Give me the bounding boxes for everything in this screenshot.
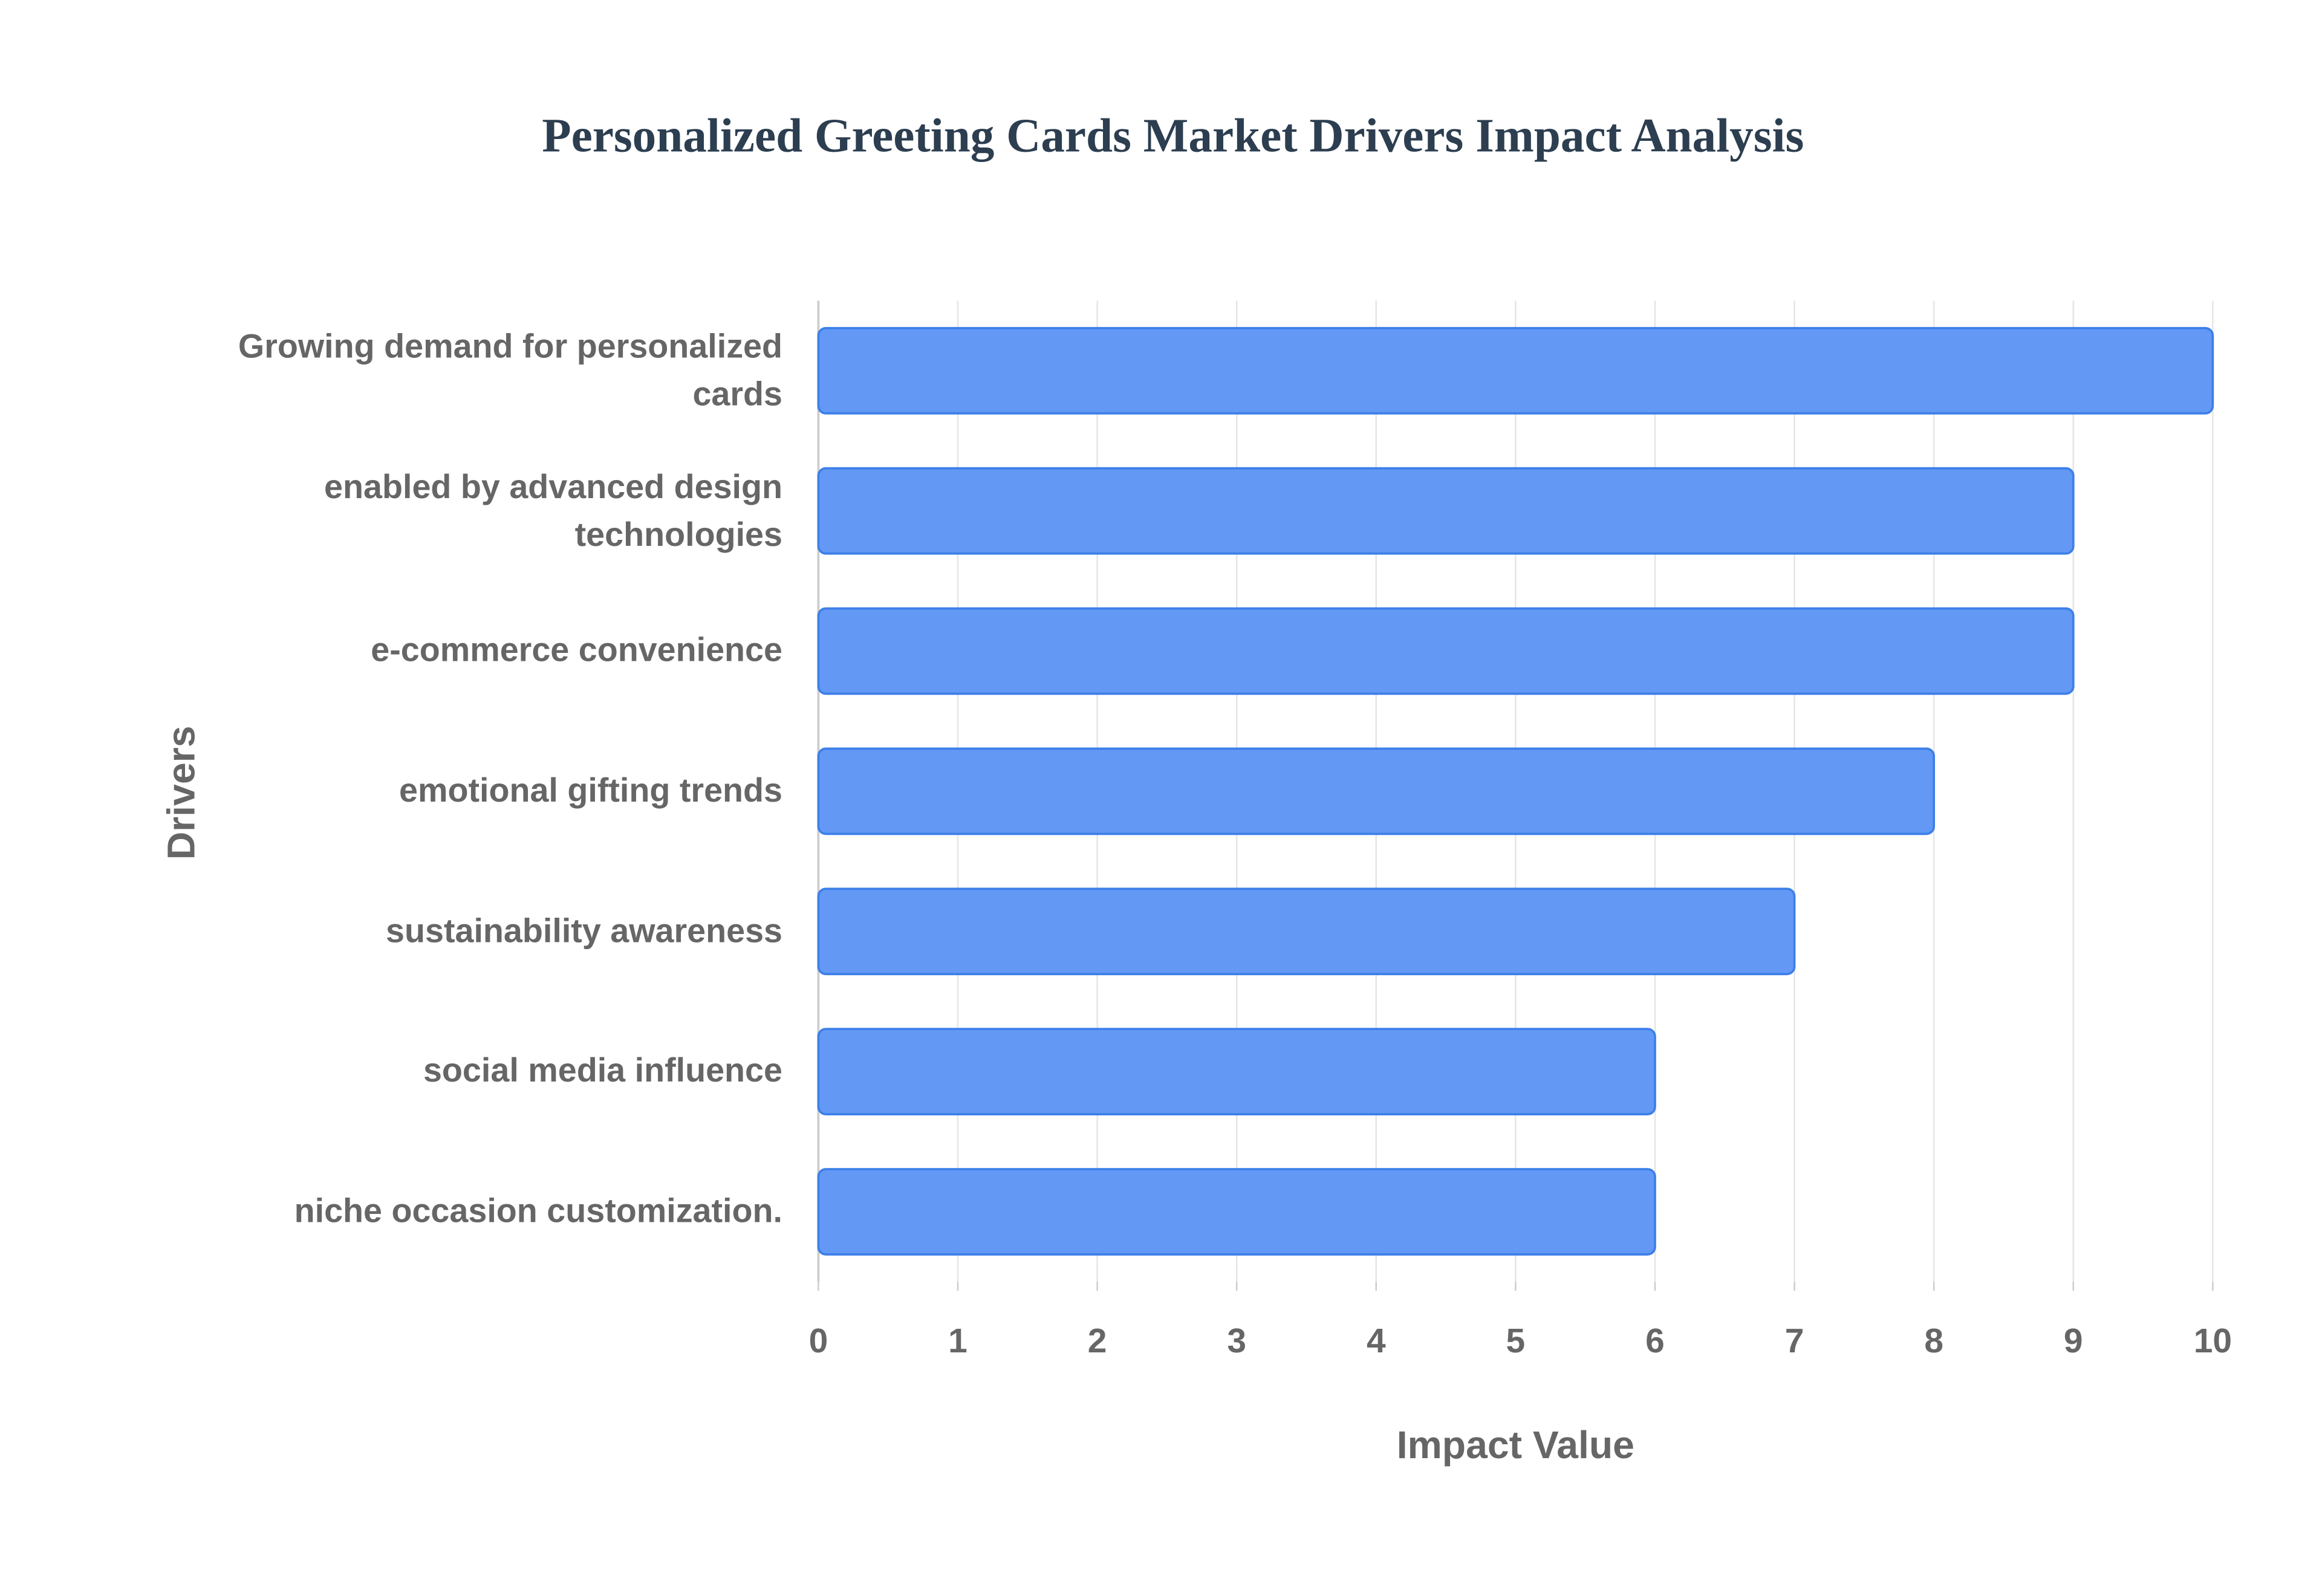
bar <box>817 607 2075 695</box>
chart-title: Personalized Greeting Cards Market Drive… <box>542 109 1804 163</box>
x-tick-label: 0 <box>809 1322 828 1360</box>
bar <box>817 1028 1656 1115</box>
x-tick-label: 7 <box>1785 1322 1804 1360</box>
x-tick-label: 9 <box>2064 1322 2083 1360</box>
x-tick-label: 1 <box>948 1322 968 1360</box>
y-tick-label: e-commerce convenience <box>371 631 783 669</box>
bar <box>817 747 1936 835</box>
x-tick-label: 4 <box>1367 1322 1386 1360</box>
y-tick-label: Growing demand for personalized cards <box>238 327 783 413</box>
y-tick-label: enabled by advanced design technologies <box>324 467 783 553</box>
x-tick-label: 10 <box>2194 1322 2232 1360</box>
x-tick-label: 3 <box>1227 1322 1246 1360</box>
bar <box>817 1168 1656 1256</box>
x-tick-label: 8 <box>1924 1322 1943 1360</box>
y-tick-label: sustainability awareness <box>386 912 783 950</box>
bar <box>817 887 1796 976</box>
y-tick-label: niche occasion customization. <box>294 1192 783 1230</box>
y-axis-title: Drivers <box>159 725 203 860</box>
y-tick-label: emotional gifting trends <box>398 771 783 809</box>
bar <box>817 467 2075 555</box>
y-tick-label: social media influence <box>423 1052 783 1090</box>
x-tick-label: 5 <box>1506 1322 1526 1360</box>
x-tick-label: 2 <box>1088 1322 1107 1360</box>
x-axis-title: Impact Value <box>1397 1423 1634 1467</box>
x-tick-label: 6 <box>1645 1322 1665 1360</box>
bar <box>817 326 2214 415</box>
